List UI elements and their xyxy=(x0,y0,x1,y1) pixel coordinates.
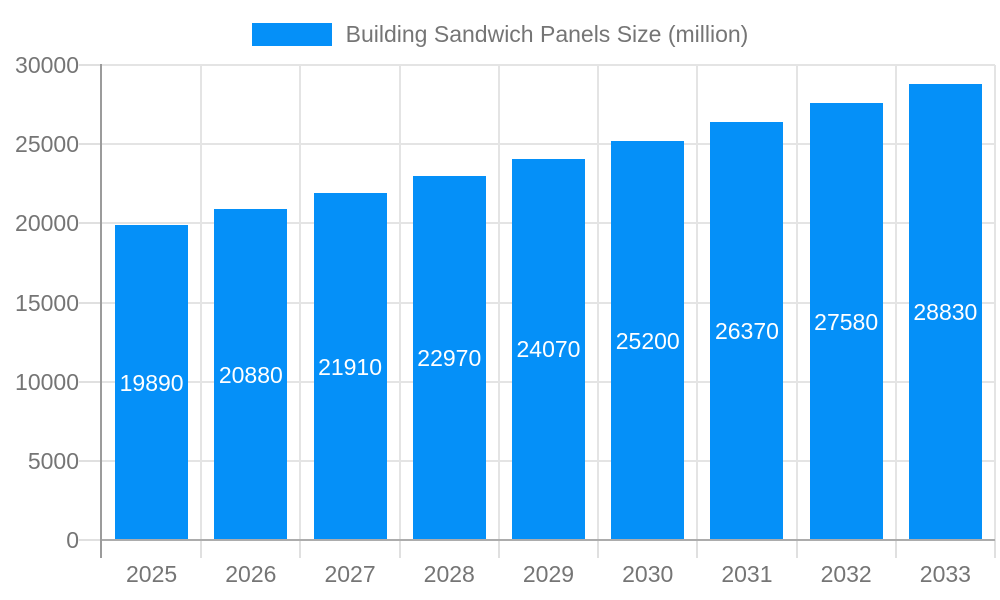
x-axis-tick xyxy=(894,540,897,558)
x-gridline xyxy=(398,65,401,540)
y-tick-label: 30000 xyxy=(15,52,79,78)
x-axis-tick xyxy=(497,540,500,558)
x-gridline xyxy=(994,65,996,540)
x-axis-tick xyxy=(398,540,401,558)
x-tick-label: 2029 xyxy=(522,561,575,587)
x-gridline xyxy=(597,65,600,540)
y-tick-label: 5000 xyxy=(27,447,79,474)
x-tick-label: 2031 xyxy=(721,561,773,587)
bar-value-label: 19890 xyxy=(119,369,184,396)
x-axis-line xyxy=(102,539,995,541)
y-tick-label: 25000 xyxy=(15,131,79,158)
bar xyxy=(710,122,784,540)
y-axis-tick xyxy=(79,143,102,146)
bar-value-label: 26370 xyxy=(714,318,779,345)
x-axis-tick xyxy=(994,540,996,558)
y-tick-label: 0 xyxy=(66,527,79,553)
y-axis-line xyxy=(100,64,102,558)
x-gridline xyxy=(200,65,203,540)
legend-label: Building Sandwich Panels Size (million) xyxy=(345,20,749,47)
y-axis-tick xyxy=(79,380,102,383)
x-tick-label: 2028 xyxy=(423,561,475,587)
x-tick-label: 2026 xyxy=(225,561,277,587)
bar-value-label: 22970 xyxy=(417,345,482,372)
x-tick-label: 2027 xyxy=(324,561,376,587)
y-gridline xyxy=(102,143,995,146)
y-tick-label: 15000 xyxy=(15,289,79,316)
x-gridline xyxy=(894,65,897,540)
y-axis-tick xyxy=(79,222,102,225)
y-axis-tick xyxy=(79,64,102,66)
x-gridline xyxy=(795,65,798,540)
bar-value-label: 24070 xyxy=(516,336,581,363)
x-axis-tick xyxy=(696,540,699,558)
y-gridline xyxy=(102,64,995,66)
bar-value-label: 21910 xyxy=(318,353,383,380)
x-gridline xyxy=(696,65,699,540)
bar-value-label: 28830 xyxy=(913,298,978,325)
y-axis-tick xyxy=(79,301,102,304)
x-tick-label: 2032 xyxy=(820,561,872,587)
legend-swatch xyxy=(251,22,332,46)
x-gridline xyxy=(497,65,500,540)
bar xyxy=(512,158,585,540)
x-axis-tick xyxy=(200,540,203,558)
bar xyxy=(809,103,883,540)
y-tick-label: 20000 xyxy=(15,210,79,237)
bar xyxy=(115,225,189,540)
y-tick-label: 10000 xyxy=(15,368,79,395)
bar xyxy=(908,83,982,540)
bar-value-label: 27580 xyxy=(814,308,879,335)
bar-value-label: 20880 xyxy=(218,361,283,388)
chart-legend: Building Sandwich Panels Size (million) xyxy=(0,18,1000,50)
bar xyxy=(611,141,685,540)
x-tick-label: 2030 xyxy=(622,561,674,587)
x-gridline xyxy=(299,65,302,540)
x-axis-tick xyxy=(795,540,798,558)
bar xyxy=(214,209,288,540)
x-axis-tick xyxy=(299,540,302,558)
x-tick-label: 2025 xyxy=(126,561,178,587)
bar xyxy=(313,193,387,540)
y-axis-tick xyxy=(79,459,102,462)
bar-value-label: 25200 xyxy=(615,327,680,354)
x-tick-label: 2033 xyxy=(919,561,971,587)
x-axis-tick xyxy=(597,540,600,558)
y-axis-tick xyxy=(79,539,102,541)
bar xyxy=(412,176,486,540)
